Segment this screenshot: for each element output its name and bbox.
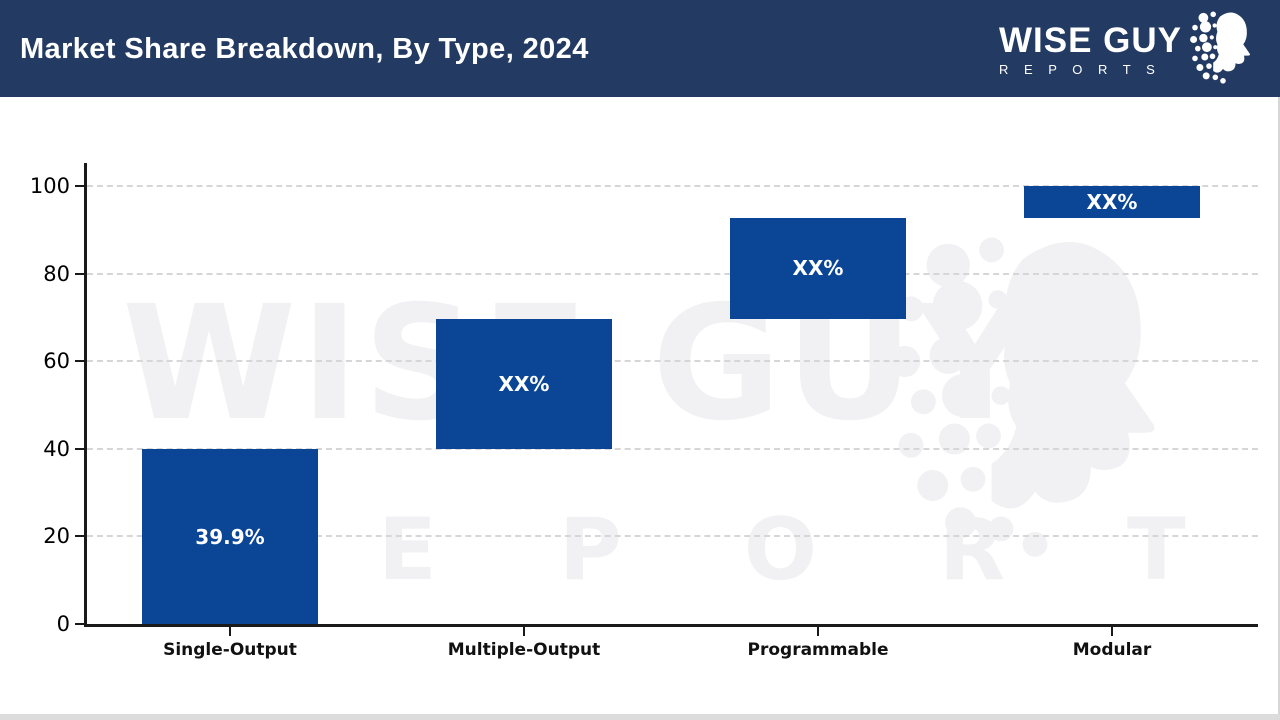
gridline-40 (87, 447, 1258, 450)
bar-value-label: XX% (792, 256, 844, 281)
y-tick-label: 20 (43, 524, 70, 549)
bar-programmable: XX% (730, 217, 906, 319)
x-tick-4 (1111, 627, 1113, 636)
watermark-head-icon (889, 237, 1155, 557)
bottom-strip (0, 714, 1280, 720)
page-title: Market Share Breakdown, By Type, 2024 (20, 33, 589, 65)
y-tick-label: 60 (43, 349, 70, 374)
y-tick-label: 80 (43, 261, 70, 286)
y-tick-label: 40 (43, 436, 70, 461)
y-tick-80 (75, 272, 84, 275)
x-category-label: Modular (1072, 640, 1152, 660)
watermark-reports-text: R E P O R T S (190, 500, 1280, 600)
bar-value-label: XX% (498, 371, 550, 396)
bar-value-label: 39.9% (195, 524, 265, 549)
y-tick-0 (75, 623, 84, 625)
bar-value-label: XX% (1086, 189, 1138, 214)
y-axis-line (84, 163, 87, 627)
bar-modular: XX% (1024, 186, 1200, 218)
x-axis-line (84, 624, 1258, 627)
y-tick-40 (75, 447, 84, 450)
logo-reports-label: R E P O R T S (998, 62, 1161, 77)
y-tick-20 (75, 535, 84, 538)
x-tick-1 (229, 627, 231, 636)
logo-head-icon (1190, 11, 1250, 84)
gridline-60 (87, 360, 1258, 363)
logo-text: WISE GUY R E P O R T S (998, 21, 1182, 78)
gridline-20 (87, 535, 1258, 538)
wise-guy-reports-logo: WISE GUY R E P O R T S (999, 8, 1266, 92)
y-tick-100 (75, 185, 84, 187)
y-tick-label: 0 (56, 612, 70, 636)
bar-multiple-output: XX% (436, 318, 612, 450)
header-bar: Market Share Breakdown, By Type, 2024 WI… (0, 0, 1280, 97)
gridline-100 (87, 185, 1258, 187)
bar-single-output: 39.9% (142, 449, 318, 624)
x-tick-2 (523, 627, 525, 636)
x-category-label: Programmable (747, 640, 889, 660)
logo-wiseguy-label: WISE GUY (998, 21, 1182, 60)
x-category-label: Single-Output (163, 640, 297, 660)
x-category-label: Multiple-Output (447, 640, 601, 660)
gridline-80 (87, 272, 1258, 275)
right-edge-line (1278, 97, 1280, 714)
y-tick-label: 100 (29, 174, 70, 198)
y-tick-60 (75, 360, 84, 363)
x-tick-3 (817, 627, 819, 636)
